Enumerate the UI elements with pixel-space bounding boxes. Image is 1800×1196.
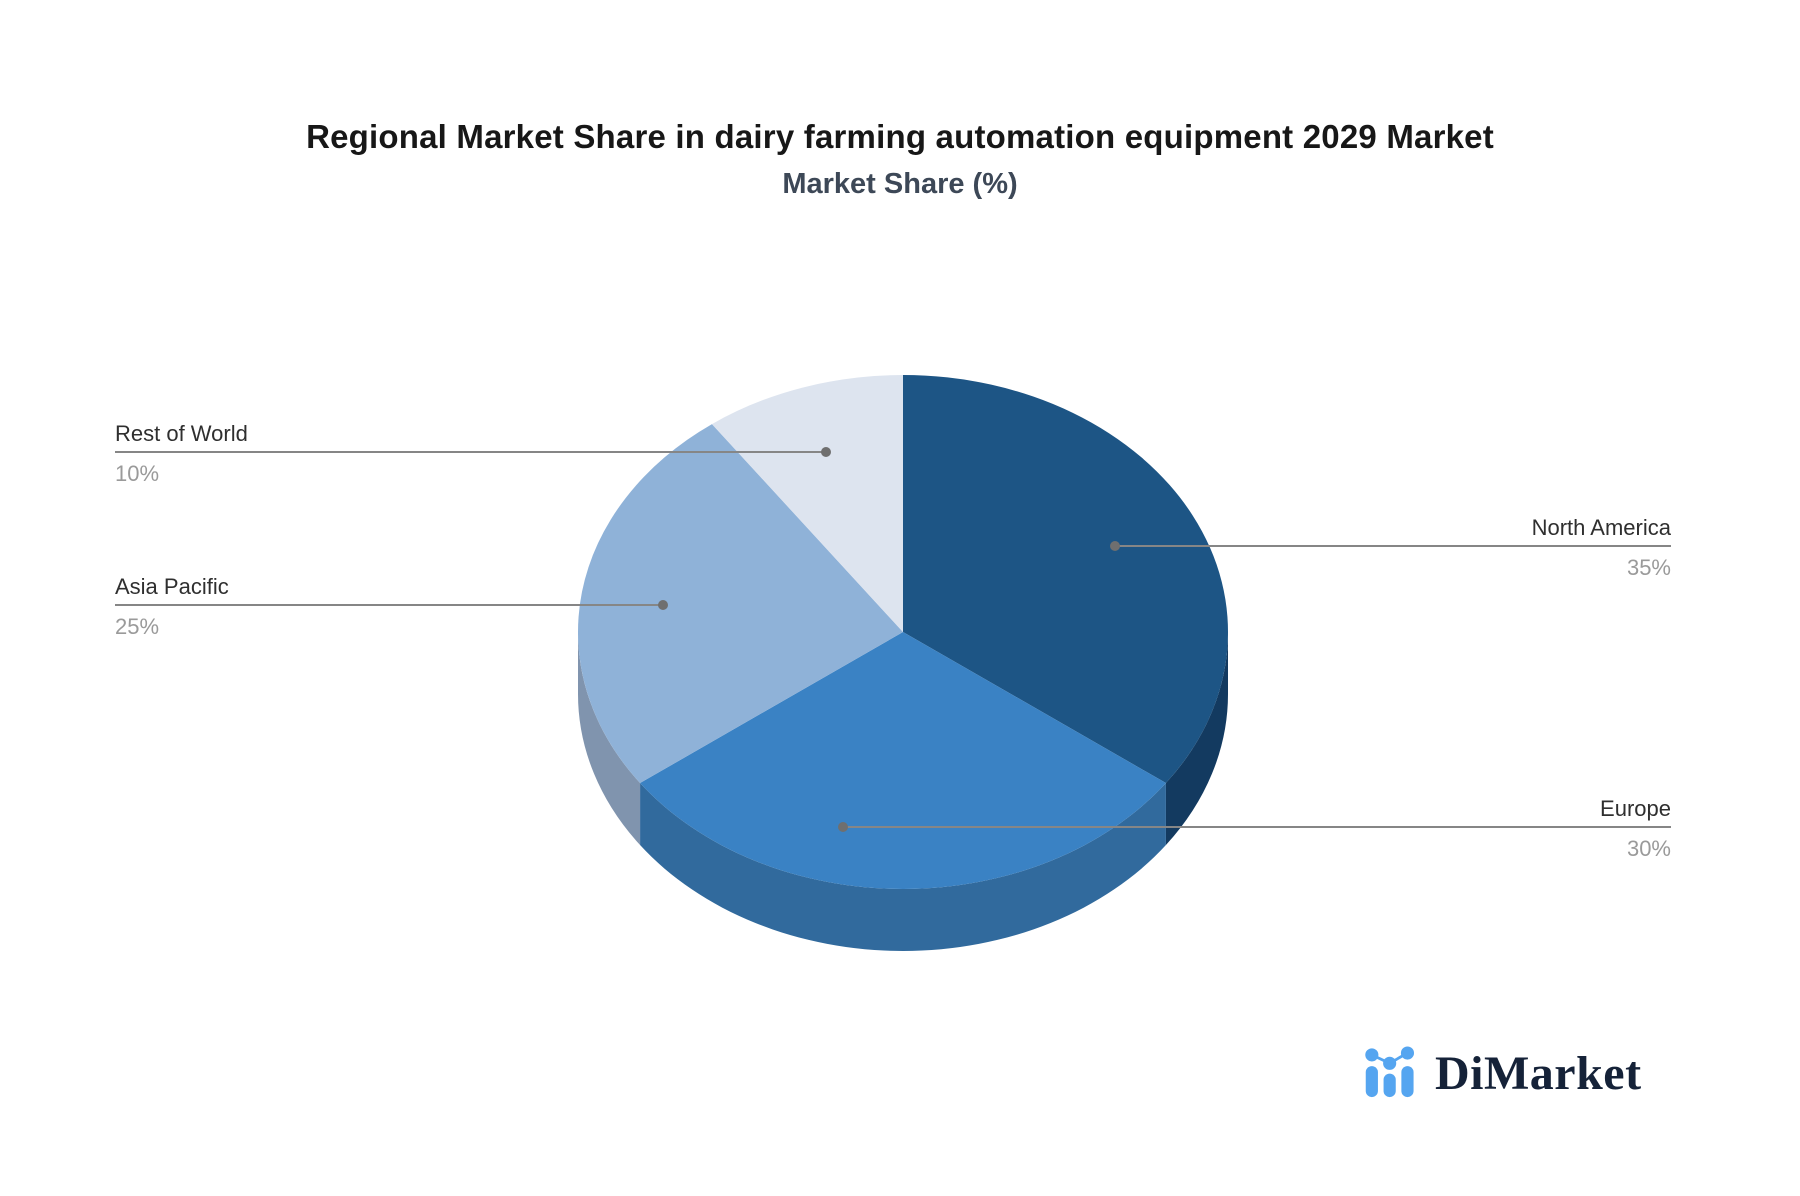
pie-slice-side-north-america — [1165, 632, 1228, 846]
slice-label: Europe — [1600, 796, 1671, 821]
pie-slice-side-europe — [640, 783, 1166, 951]
slice-value: 30% — [1626, 836, 1671, 861]
slice-value: 25% — [115, 614, 160, 639]
leader-dot-rest-of-world — [821, 447, 831, 457]
dimarket-logo: DiMarket — [1363, 1038, 1642, 1098]
pie-slice-side-asia-pacific — [578, 632, 641, 846]
slice-value: 35% — [1626, 555, 1671, 580]
chart-subtitle: Market Share (%) — [782, 168, 1018, 200]
chart-title: Regional Market Share in dairy farming a… — [306, 118, 1494, 155]
dimarket-logo-text: DiMarket — [1435, 1047, 1642, 1100]
slice-label: North America — [1531, 515, 1671, 540]
leader-dot-europe — [838, 822, 848, 832]
slice-value: 10% — [115, 461, 160, 486]
pie-slice-north-america[interactable] — [903, 375, 1228, 784]
leader-dot-asia-pacific — [658, 600, 668, 610]
slice-label: Asia Pacific — [115, 574, 229, 599]
pie-slice-rest-of-world[interactable] — [711, 375, 903, 632]
pie-slice-europe[interactable] — [640, 632, 1166, 889]
bar-chart-trend-icon — [1365, 1046, 1415, 1098]
pie-slice-asia-pacific[interactable] — [578, 424, 903, 784]
slice-label: Rest of World — [115, 421, 248, 446]
leader-dot-north-america — [1110, 541, 1120, 551]
